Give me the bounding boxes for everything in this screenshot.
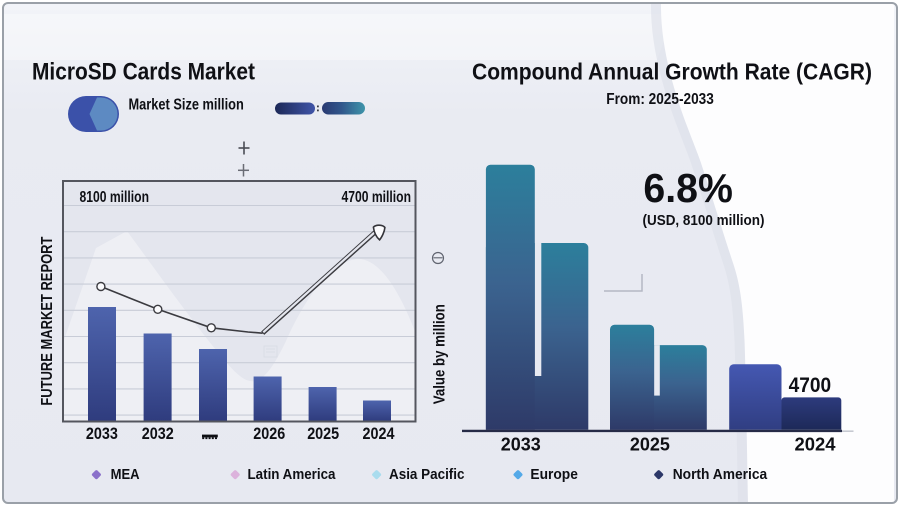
svg-text:North America: North America — [673, 466, 768, 483]
svg-text:Latin America: Latin America — [248, 466, 337, 483]
svg-text:2033: 2033 — [501, 434, 541, 455]
svg-text:Asia Pacific: Asia Pacific — [389, 466, 465, 483]
svg-text:From: 2025-2033: From: 2025-2033 — [606, 91, 714, 108]
svg-text:6.8%: 6.8% — [643, 165, 733, 211]
svg-text:MEA: MEA — [111, 466, 140, 483]
svg-text:(USD, 8100 million): (USD, 8100 million) — [643, 212, 765, 229]
svg-text:MicroSD Cards Market: MicroSD Cards Market — [32, 59, 255, 86]
svg-text:4700 million: 4700 million — [342, 189, 412, 206]
svg-text:4700: 4700 — [789, 373, 832, 397]
svg-text:2024: 2024 — [795, 434, 837, 455]
svg-text:Europe: Europe — [530, 466, 578, 483]
svg-text:2033: 2033 — [86, 425, 118, 443]
svg-text:Value by million: Value by million — [432, 304, 449, 404]
svg-text:8100 million: 8100 million — [80, 189, 150, 206]
svg-text:2025: 2025 — [630, 434, 670, 455]
svg-text:Market Size million: Market Size million — [129, 96, 244, 113]
svg-text:2026: 2026 — [253, 425, 285, 443]
svg-text:FUTURE MARKET REPORT: FUTURE MARKET REPORT — [39, 236, 56, 405]
svg-text:Compound Annual Growth Rate (C: Compound Annual Growth Rate (CAGR) — [472, 58, 872, 84]
svg-text:2024: 2024 — [363, 425, 396, 443]
svg-text:2025: 2025 — [307, 425, 339, 443]
svg-text:2032: 2032 — [142, 425, 174, 443]
